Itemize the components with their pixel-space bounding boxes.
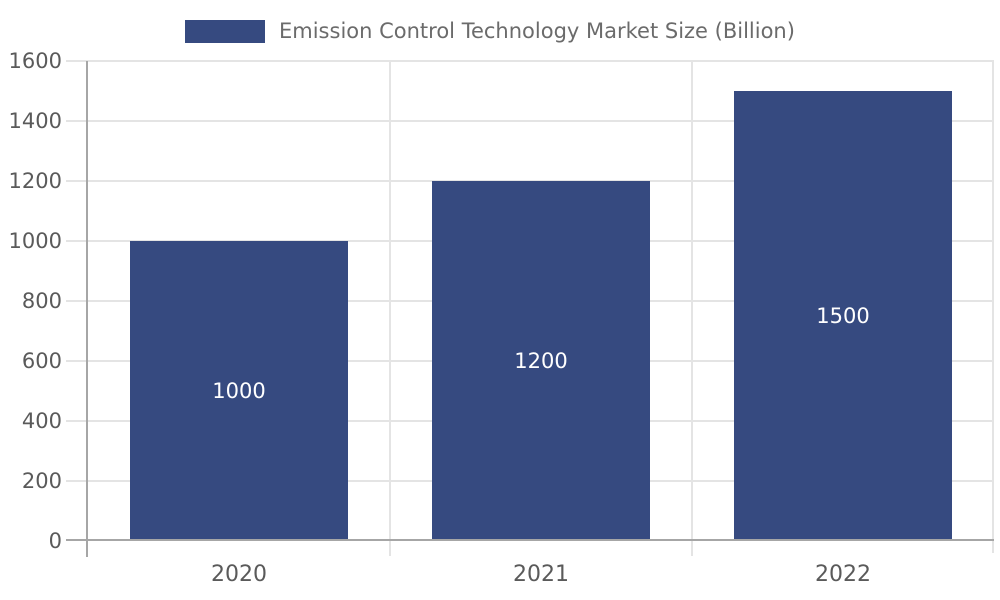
y-gridline xyxy=(66,120,994,122)
y-gridline xyxy=(66,60,994,62)
y-axis-tick-label: 400 xyxy=(21,409,62,433)
bar-value-label: 1500 xyxy=(816,304,870,328)
x-axis-tick-label: 2020 xyxy=(211,562,267,587)
x-axis-line xyxy=(66,539,994,541)
y-axis-tick-label: 0 xyxy=(48,529,62,553)
legend: Emission Control Technology Market Size … xyxy=(185,19,795,43)
y-axis-line xyxy=(86,61,88,557)
legend-swatch xyxy=(185,19,265,43)
legend-label: Emission Control Technology Market Size … xyxy=(279,19,795,43)
x-gridline xyxy=(389,61,391,541)
y-axis-tick-label: 800 xyxy=(21,289,62,313)
x-axis-tick xyxy=(691,541,693,556)
x-axis-tick-label: 2022 xyxy=(815,562,871,587)
bar-2022 xyxy=(734,91,952,541)
y-axis-tick-label: 200 xyxy=(21,469,62,493)
bar-2020 xyxy=(130,241,348,541)
bar-value-label: 1000 xyxy=(212,379,266,403)
x-axis-tick xyxy=(389,541,391,556)
bar-value-label: 1200 xyxy=(514,349,568,373)
plot-right-border xyxy=(992,61,994,553)
y-axis-tick-label: 1600 xyxy=(8,49,62,73)
x-gridline xyxy=(691,61,693,541)
x-axis-tick-label: 2021 xyxy=(513,562,569,587)
y-axis-tick-label: 1000 xyxy=(8,229,62,253)
y-axis-tick-label: 1400 xyxy=(8,109,62,133)
y-axis-tick-label: 600 xyxy=(21,349,62,373)
y-axis-tick-label: 1200 xyxy=(8,169,62,193)
bar-2021 xyxy=(432,181,650,541)
